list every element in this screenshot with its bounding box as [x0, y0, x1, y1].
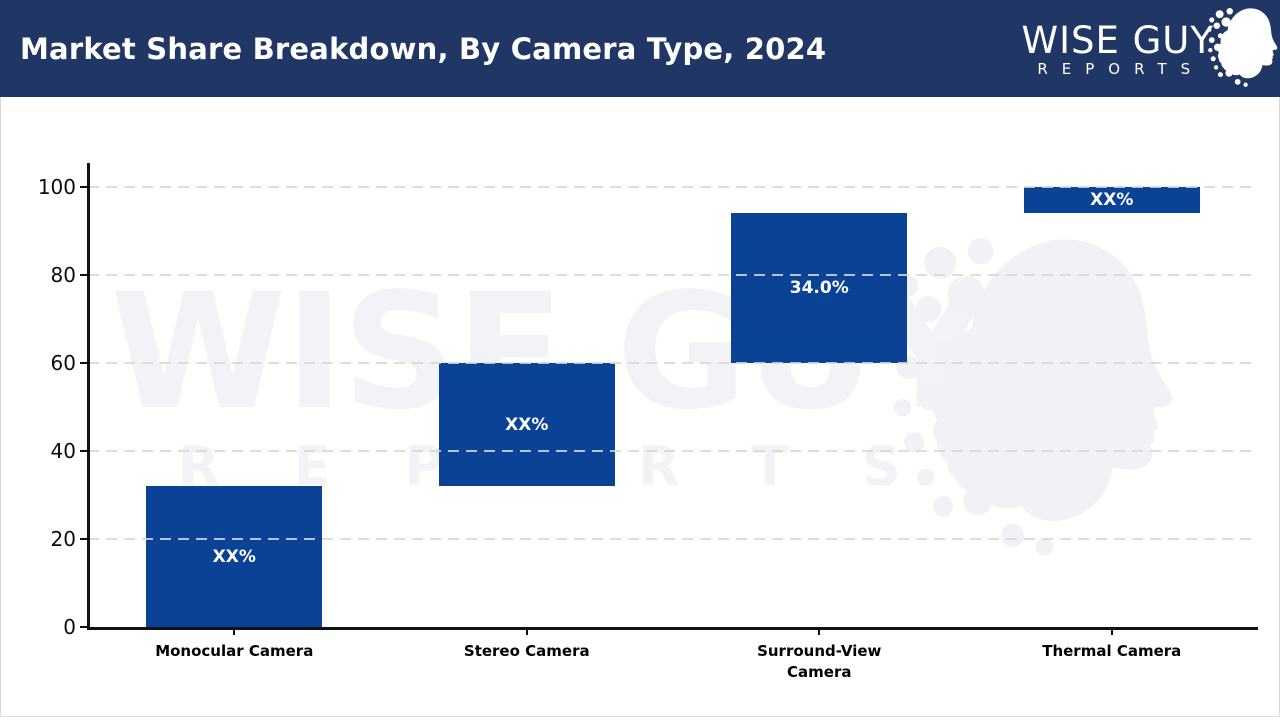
y-tick-mark	[80, 626, 88, 628]
y-tick-label: 40	[50, 439, 76, 463]
y-tick-label: 60	[50, 351, 76, 375]
gridline	[88, 538, 1258, 540]
header-bar: Market Share Breakdown, By Camera Type, …	[0, 0, 1280, 97]
gridline	[88, 274, 1258, 276]
x-tick-mark	[233, 627, 236, 635]
chart-area: WISE GUY REPORTS 020406080100XX%Monocula…	[0, 97, 1280, 720]
wiseguy-head-icon	[1206, 5, 1278, 91]
plot: 0 20 40 60 80 100 XX% Monocular Camera XX% Stereo…	[0, 97, 1280, 720]
x-category-label: Thermal Camera	[1042, 642, 1182, 660]
bar	[438, 363, 615, 487]
y-tick-label: 100	[37, 175, 76, 199]
bar	[1023, 187, 1200, 214]
y-tick-mark	[80, 274, 88, 276]
x-axis	[87, 627, 1258, 630]
brand-logo: WISE GUY REPORTS	[990, 0, 1280, 97]
y-tick-mark	[80, 362, 88, 364]
gridline	[88, 186, 1258, 188]
y-axis	[87, 163, 90, 629]
bar-value-label: XX%	[505, 414, 549, 435]
gridline	[88, 362, 1258, 364]
logo-wordmark: WISE GUY	[1021, 19, 1214, 62]
y-tick-label: 80	[50, 263, 76, 287]
y-tick-label: 20	[50, 527, 76, 551]
x-category-label: Surround-View Camera	[757, 642, 882, 681]
bar-value-label: XX%	[1090, 190, 1134, 211]
x-tick-mark	[818, 627, 821, 635]
x-tick-mark	[1110, 627, 1113, 635]
logo-subtitle: REPORTS	[1037, 60, 1205, 78]
y-tick-mark	[80, 538, 88, 540]
y-tick-mark	[80, 450, 88, 452]
x-tick-mark	[525, 627, 528, 635]
y-tick-label: 0	[63, 615, 76, 639]
bar-value-label: 34.0%	[789, 278, 849, 299]
x-category-label: Stereo Camera	[463, 642, 590, 660]
page-title: Market Share Breakdown, By Camera Type, …	[20, 31, 827, 66]
bar	[731, 213, 908, 363]
x-category-label: Monocular Camera	[155, 642, 314, 660]
gridline	[88, 450, 1258, 452]
y-tick-mark	[80, 186, 88, 188]
bar	[146, 486, 323, 627]
logo-text: WISE GUY REPORTS	[1022, 22, 1214, 77]
bar-value-label: XX%	[212, 546, 256, 567]
